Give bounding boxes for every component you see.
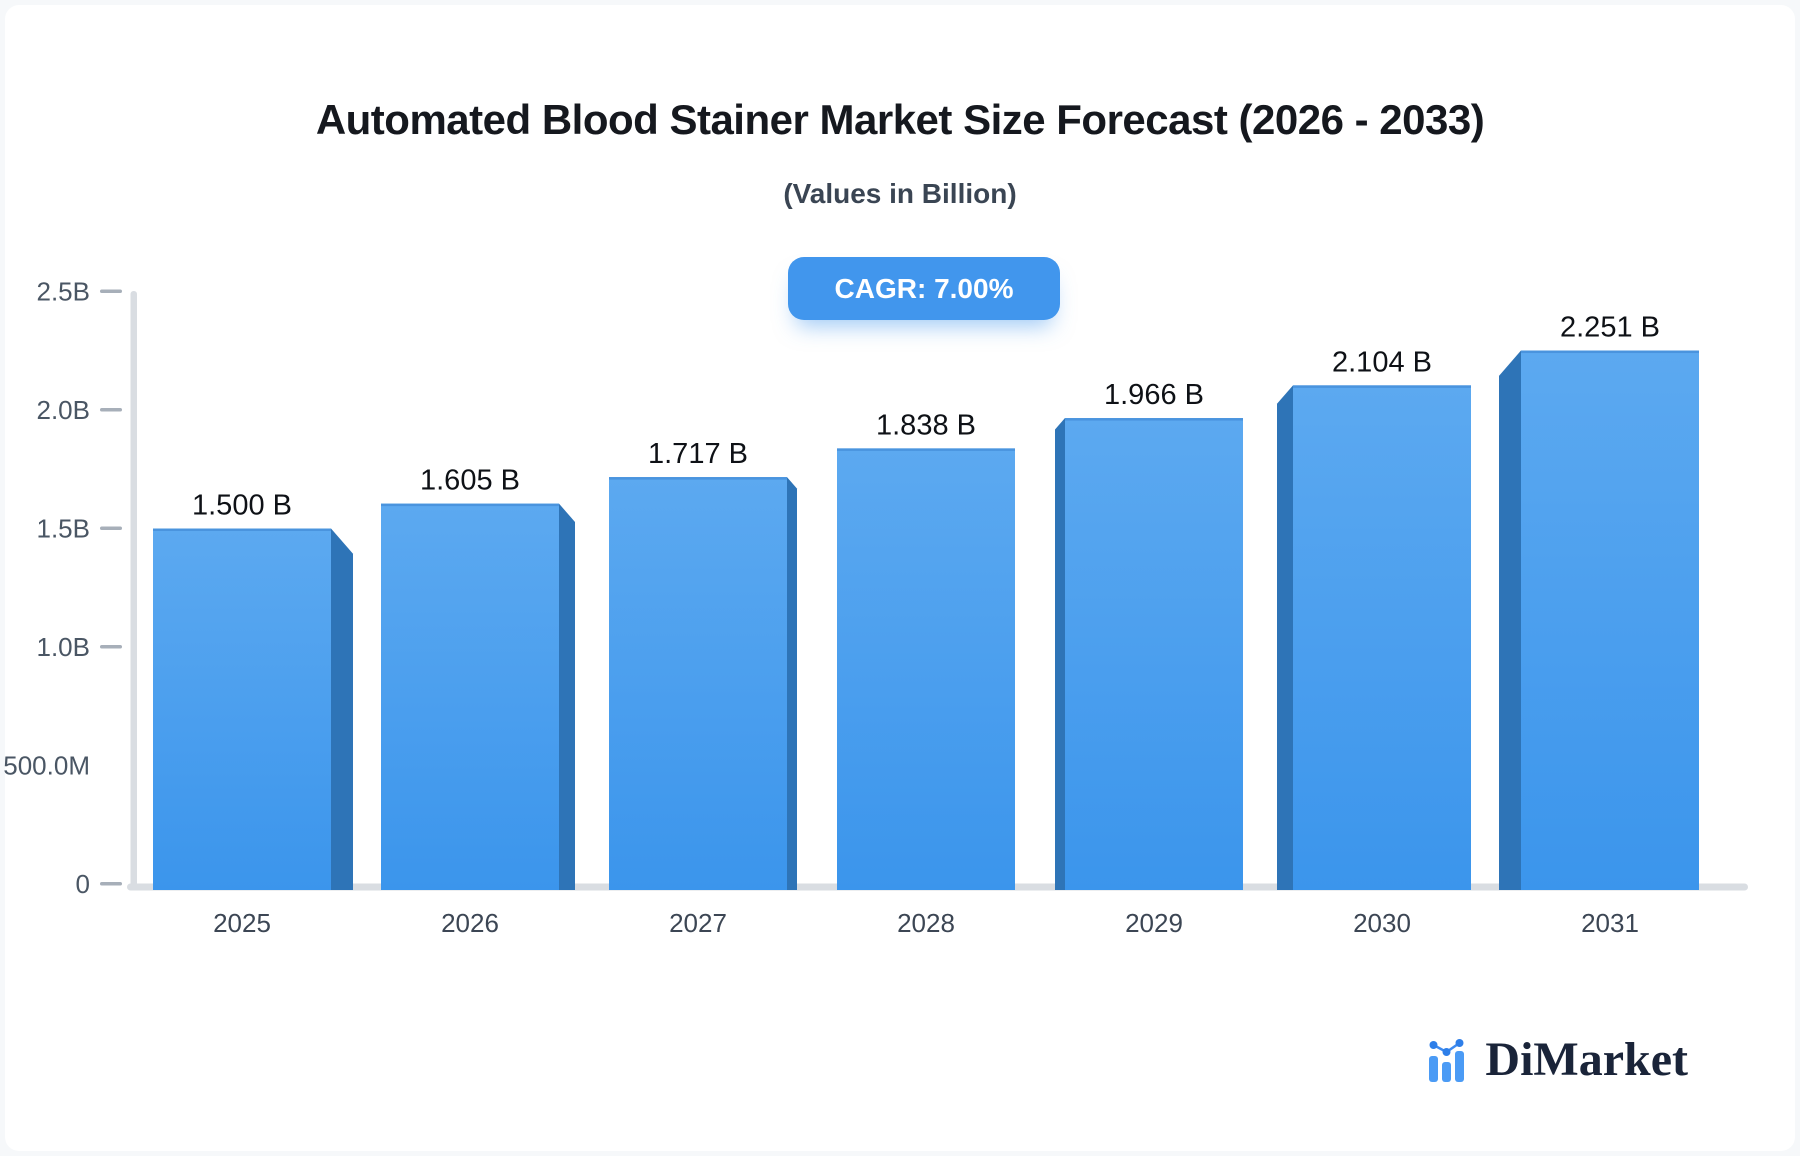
y-tick-dash <box>100 645 122 649</box>
y-tick-dash <box>100 408 122 412</box>
y-tick-dash <box>100 289 122 293</box>
bar-top-edge <box>153 528 331 531</box>
bar-top-edge <box>609 477 787 480</box>
bar-top-edge <box>837 448 1015 451</box>
x-category-label: 2031 <box>1581 908 1639 938</box>
cagr-badge: CAGR: 7.00% <box>788 257 1060 320</box>
x-category-label: 2026 <box>441 908 499 938</box>
bar-2029 <box>1065 418 1243 890</box>
brand-logo: DiMarket <box>1429 1033 1688 1086</box>
x-category-label: 2029 <box>1125 908 1183 938</box>
bar-2030 <box>1293 385 1471 890</box>
bar-value-label: 1.966 B <box>1104 379 1204 411</box>
bar-value-label: 2.251 B <box>1560 312 1660 344</box>
bar-side-3d <box>559 503 575 890</box>
bar-2028 <box>837 448 1015 890</box>
bar-top-edge <box>1065 418 1243 421</box>
bar-side-3d <box>1055 418 1065 890</box>
bar-2027 <box>609 477 787 890</box>
y-tick-label: 1.0B <box>37 632 91 662</box>
x-category-label: 2028 <box>897 908 955 938</box>
y-axis-line <box>130 291 137 890</box>
bar-2031 <box>1521 350 1699 890</box>
y-tick-label: 500.0M <box>3 751 90 781</box>
bar-side-3d <box>1499 350 1521 890</box>
x-category-label: 2030 <box>1353 908 1411 938</box>
y-tick-dash <box>100 526 122 530</box>
bar-value-label: 1.838 B <box>876 409 976 441</box>
y-tick-label: 1.5B <box>37 514 91 544</box>
y-tick-label: 0 <box>76 869 90 899</box>
x-category-label: 2025 <box>213 908 271 938</box>
bar-top-edge <box>1293 385 1471 388</box>
bar-side-3d <box>1277 385 1293 890</box>
bar-side-3d <box>787 477 797 890</box>
bar-side-3d <box>331 528 353 890</box>
chart-subtitle: (Values in Billion) <box>783 178 1017 209</box>
y-tick-label: 2.0B <box>37 395 91 425</box>
chart-title: Automated Blood Stainer Market Size Fore… <box>315 96 1485 143</box>
bar-value-label: 1.500 B <box>192 490 292 522</box>
x-category-label: 2027 <box>669 908 727 938</box>
y-tick-label: 2.5B <box>37 277 91 307</box>
brand-name: DiMarket <box>1485 1033 1688 1086</box>
bar-top-edge <box>1521 350 1699 354</box>
bar-2025 <box>153 528 331 890</box>
bar-value-label: 1.605 B <box>420 465 520 497</box>
bar-2026 <box>381 503 559 890</box>
bar-line-chart-icon <box>1429 1039 1465 1083</box>
y-tick-dash <box>100 882 122 886</box>
bar-value-label: 1.717 B <box>648 438 748 470</box>
bar-top-edge <box>381 503 559 507</box>
bar-value-label: 2.104 B <box>1332 346 1432 378</box>
